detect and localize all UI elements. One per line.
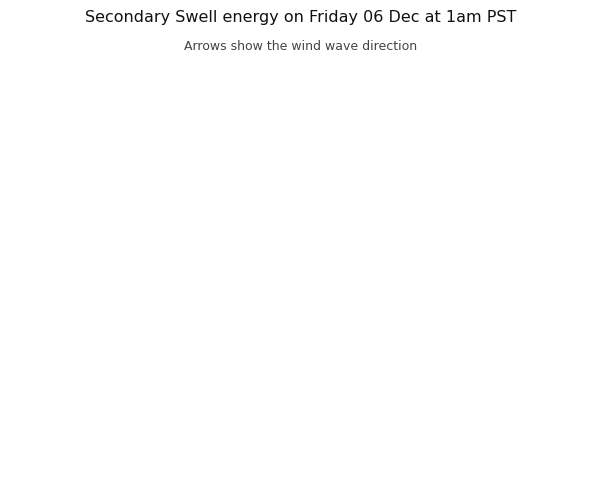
Text: Arrows show the wind wave direction: Arrows show the wind wave direction xyxy=(184,40,417,53)
Text: Secondary Swell energy on Friday 06 Dec at 1am PST: Secondary Swell energy on Friday 06 Dec … xyxy=(85,10,516,25)
Text: cartopy required: cartopy required xyxy=(219,264,382,283)
